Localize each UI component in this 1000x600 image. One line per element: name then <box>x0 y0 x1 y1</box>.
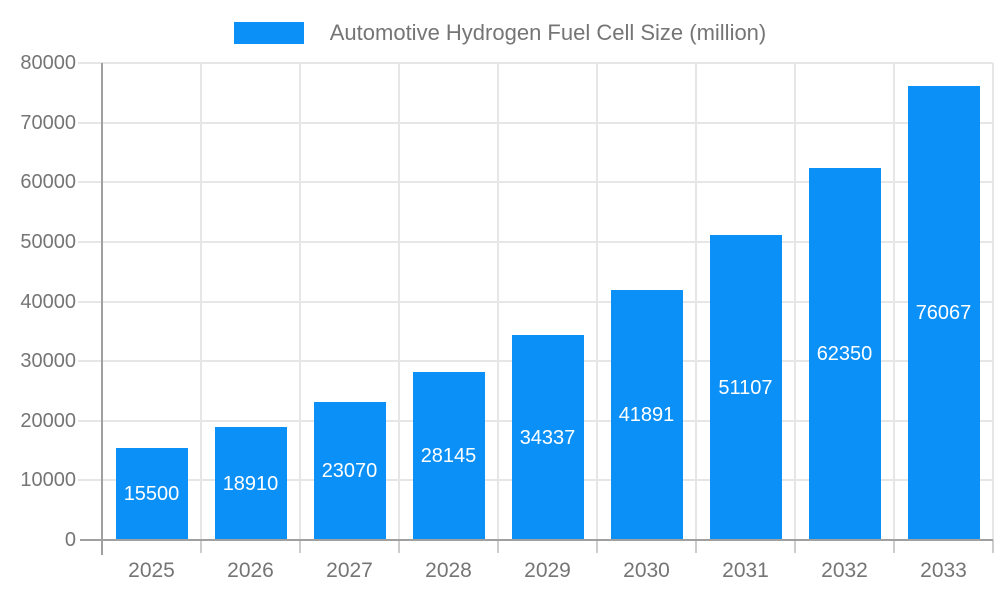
x-axis-tick <box>398 540 400 553</box>
x-tick-label: 2033 <box>920 559 967 582</box>
bar-value-label: 62350 <box>816 343 873 366</box>
y-tick-label: 50000 <box>20 230 76 253</box>
x-axis-tick <box>794 540 796 553</box>
x-tick-label: 2030 <box>623 559 670 582</box>
x-gridline <box>596 63 598 540</box>
y-tick-label: 20000 <box>20 409 76 432</box>
y-gridline <box>78 240 993 243</box>
x-axis-tick <box>893 540 895 553</box>
bar-value-label: 23070 <box>321 460 378 483</box>
x-tick-label: 2028 <box>425 559 472 582</box>
legend-label: Automotive Hydrogen Fuel Cell Size (mill… <box>329 20 767 45</box>
y-axis-line <box>101 63 103 555</box>
bar-2030 <box>610 290 683 540</box>
bar-value-label: 34337 <box>519 426 576 449</box>
x-axis-tick <box>992 540 994 553</box>
x-tick-label: 2031 <box>722 559 769 582</box>
x-axis-tick <box>596 540 598 553</box>
y-gridline <box>78 181 993 184</box>
bar-2032 <box>808 168 881 540</box>
plot-area: 15500 18910 23070 28145 34337 41891 51107 62350… <box>78 62 994 555</box>
x-gridline <box>695 63 697 540</box>
x-axis-tick <box>497 540 499 553</box>
bar-2031 <box>709 235 782 540</box>
bar-value-label: 76067 <box>915 302 972 325</box>
x-tick-label: 2025 <box>128 559 175 582</box>
y-gridline <box>78 62 993 64</box>
bar-value-label: 28145 <box>420 445 477 468</box>
x-gridline <box>992 63 994 540</box>
y-gridline <box>78 121 993 124</box>
x-gridline <box>200 63 202 540</box>
x-tick-label: 2032 <box>821 559 868 582</box>
x-gridline <box>299 63 301 540</box>
x-gridline <box>794 63 796 540</box>
x-tick-label: 2027 <box>326 559 373 582</box>
y-tick-label: 30000 <box>20 350 76 373</box>
bar-2028 <box>412 372 485 540</box>
x-gridline <box>497 63 499 540</box>
bar-value-label: 41891 <box>618 404 675 427</box>
y-tick-label: 80000 <box>20 52 76 74</box>
bar-2033 <box>907 86 980 540</box>
legend: Automotive Hydrogen Fuel Cell Size (mill… <box>0 21 1000 45</box>
y-tick-label: 40000 <box>20 290 76 313</box>
bar-value-label: 18910 <box>222 472 279 495</box>
bar-value-label: 15500 <box>123 482 180 505</box>
bar-2027 <box>313 402 386 540</box>
x-tick-label: 2026 <box>227 559 274 582</box>
y-tick-label: 10000 <box>20 469 76 492</box>
legend-swatch <box>233 22 304 44</box>
x-axis-tick <box>200 540 202 553</box>
x-gridline <box>398 63 400 540</box>
y-tick-label: 60000 <box>20 171 76 194</box>
x-axis-tick <box>695 540 697 553</box>
x-gridline <box>893 63 895 540</box>
y-gridline <box>78 300 993 303</box>
y-tick-label: 0 <box>64 529 76 551</box>
bar-2029 <box>511 335 584 540</box>
x-axis-tick <box>299 540 301 553</box>
bar-2026 <box>214 427 287 540</box>
x-tick-label: 2029 <box>524 559 571 582</box>
bar-2025 <box>115 447 188 540</box>
x-axis-line <box>80 539 993 541</box>
bar-value-label: 51107 <box>718 376 773 399</box>
y-tick-label: 70000 <box>20 111 76 134</box>
